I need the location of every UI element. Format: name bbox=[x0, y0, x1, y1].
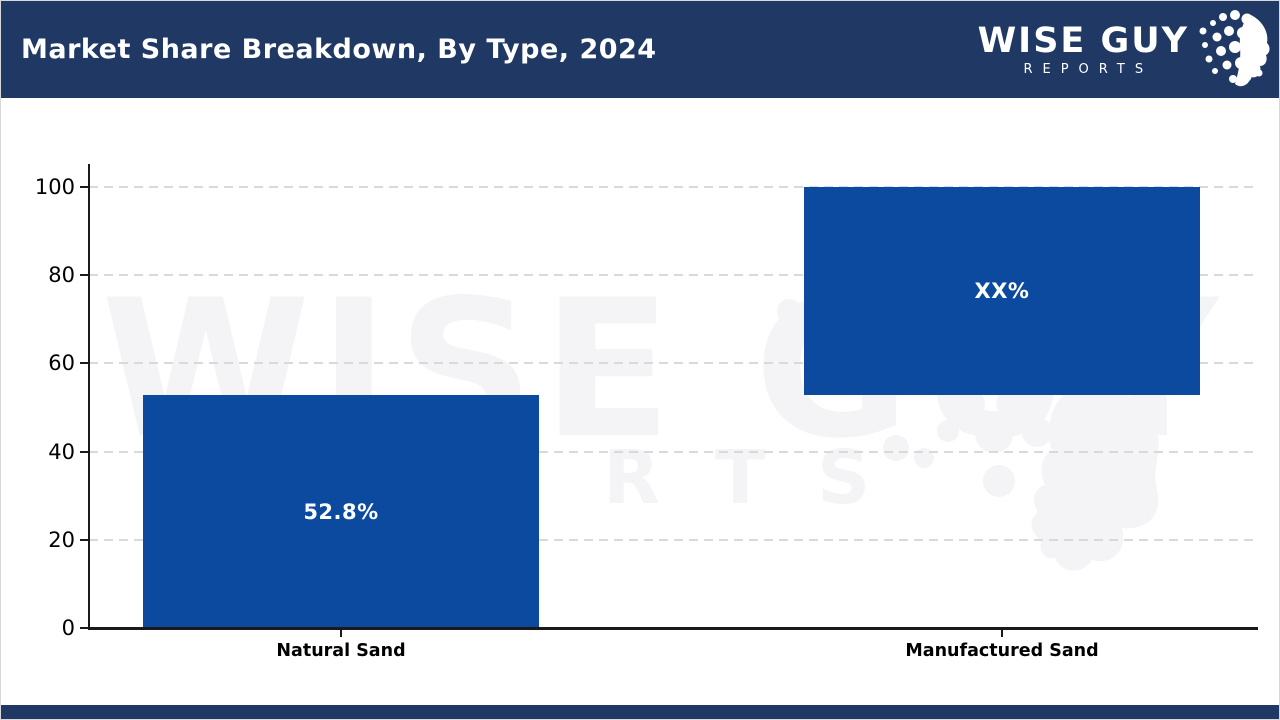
y-tick-label: 0 bbox=[61, 616, 75, 640]
y-tick-mark bbox=[80, 450, 89, 453]
y-tick-label: 100 bbox=[34, 175, 75, 199]
y-tick-mark bbox=[80, 538, 89, 541]
brand-logo-text: WISE GUY REPORTS bbox=[977, 20, 1189, 77]
gridline bbox=[89, 362, 1258, 365]
x-tick-mark bbox=[340, 630, 342, 637]
brand-logo: WISE GUY REPORTS bbox=[978, 7, 1271, 93]
y-tick-label: 60 bbox=[48, 351, 75, 376]
bar-value-label: XX% bbox=[974, 279, 1030, 304]
gridline bbox=[89, 274, 1258, 277]
y-tick-mark bbox=[80, 362, 89, 365]
watermark-letter: T bbox=[715, 435, 766, 521]
y-tick-mark bbox=[80, 186, 89, 188]
gridline bbox=[89, 450, 1258, 453]
x-tick-label: Natural Sand bbox=[276, 641, 406, 661]
logo-reports-label: REPORTS bbox=[1023, 61, 1154, 77]
page-title: Market Share Breakdown, By Type, 2024 bbox=[21, 34, 657, 65]
watermark-letter: S bbox=[817, 435, 871, 521]
y-tick-label: 20 bbox=[48, 527, 75, 552]
logo-wiseguy-label: WISE GUY bbox=[977, 20, 1189, 61]
y-tick-mark bbox=[80, 274, 89, 277]
gridline bbox=[89, 186, 1258, 188]
gridline bbox=[89, 538, 1258, 541]
bar-value-label: 52.8% bbox=[303, 499, 379, 524]
y-axis-line bbox=[88, 164, 90, 630]
y-tick-label: 40 bbox=[48, 439, 75, 464]
x-tick-mark bbox=[1001, 630, 1003, 637]
header-bar: Market Share Breakdown, By Type, 2024 WI… bbox=[1, 1, 1279, 98]
bar: XX% bbox=[804, 187, 1200, 396]
logo-face-icon bbox=[1199, 9, 1270, 86]
y-tick-label: 80 bbox=[48, 263, 75, 288]
bar: 52.8% bbox=[143, 395, 539, 628]
y-tick-mark bbox=[80, 627, 89, 629]
x-tick-label: Manufactured Sand bbox=[905, 641, 1099, 661]
x-axis-line bbox=[89, 627, 1258, 630]
footer-bar bbox=[1, 705, 1279, 719]
watermark-letter: R bbox=[603, 435, 660, 521]
